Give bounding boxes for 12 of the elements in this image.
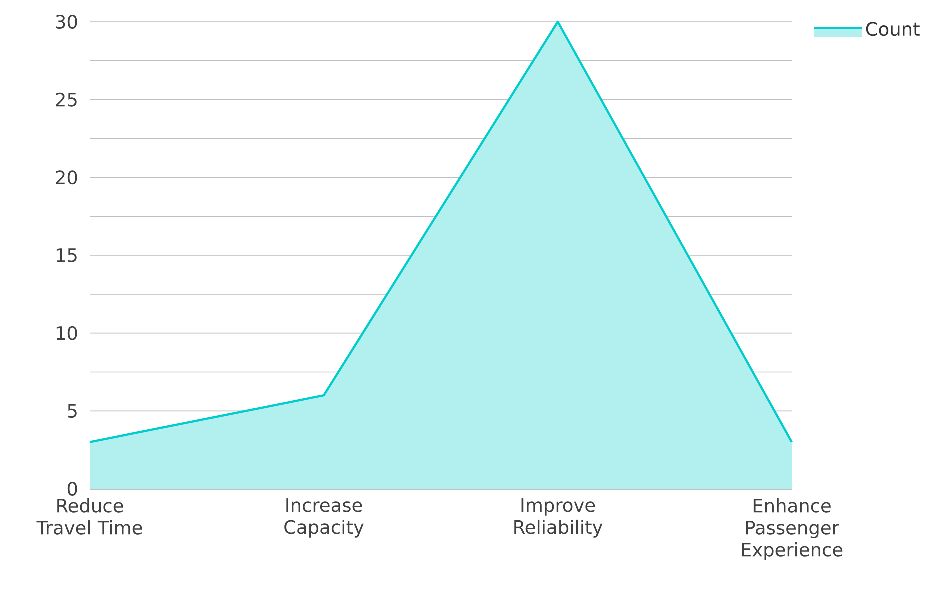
y-tick-label: 30 xyxy=(56,14,78,29)
x-tick-label: Improve Reliability xyxy=(514,498,603,538)
y-tick-label: 15 xyxy=(56,248,77,262)
x-tick-label: Increase Capacity xyxy=(284,498,364,538)
y-tick-label: 0 xyxy=(68,482,78,496)
y-tick-label: 25 xyxy=(56,92,77,107)
y-tick-label: 10 xyxy=(56,326,78,340)
x-tick-label: Reduce Travel Time xyxy=(36,498,142,535)
legend-label: Count xyxy=(866,22,920,36)
y-tick-label: 5 xyxy=(68,404,77,418)
x-tick-label: Enhance Passenger Experience xyxy=(742,498,843,560)
y-tick-label: 20 xyxy=(56,170,78,185)
